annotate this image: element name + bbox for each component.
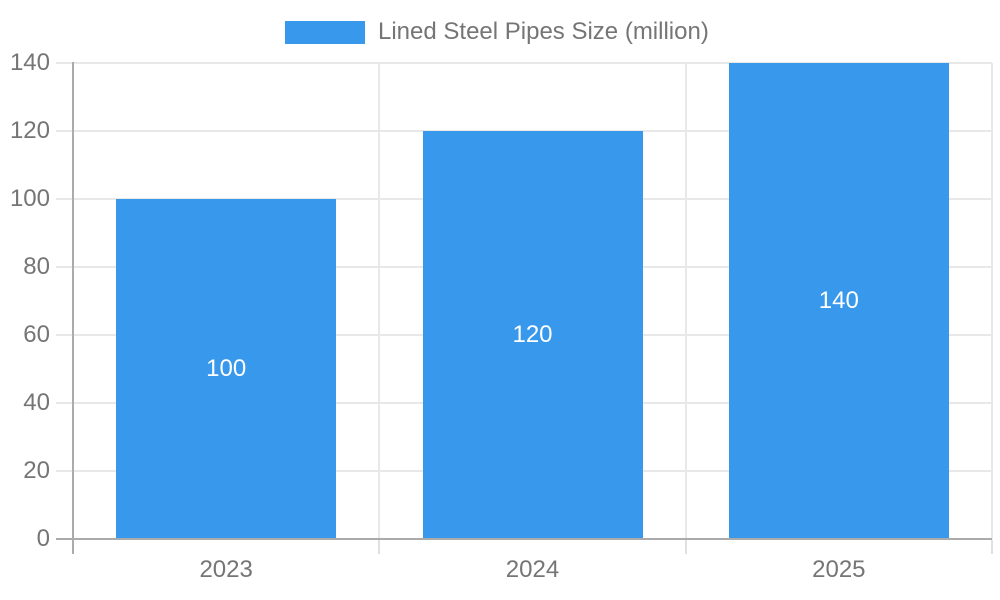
y-axis-label: 20 (23, 457, 50, 484)
legend-label: Lined Steel Pipes Size (million) (378, 18, 709, 45)
y-axis-label: 100 (9, 185, 50, 212)
x-axis-line (56, 538, 992, 540)
x-axis-label: 2024 (505, 556, 560, 583)
gridline-vertical (378, 63, 381, 539)
x-axis-tick (684, 540, 687, 554)
y-axis-line (72, 62, 74, 554)
x-axis-tick (378, 540, 381, 554)
y-axis-label: 120 (9, 117, 50, 144)
x-axis-label: 2025 (812, 556, 866, 583)
y-axis-label: 0 (36, 525, 50, 552)
y-axis-label: 40 (23, 389, 50, 416)
bar-value-label: 100 (206, 355, 247, 382)
bar-2024[interactable] (422, 131, 643, 539)
legend[interactable]: Lined Steel Pipes Size (million) (285, 20, 709, 44)
x-axis-tick (991, 540, 993, 554)
gridline-horizontal (56, 62, 992, 64)
gridline-vertical (991, 63, 993, 539)
x-axis-label: 2023 (199, 556, 253, 583)
bar-2025[interactable] (728, 63, 949, 539)
bar-2023[interactable] (116, 199, 337, 539)
legend-swatch (285, 20, 365, 44)
bar-value-label: 120 (512, 321, 553, 348)
y-axis-label: 60 (23, 321, 50, 348)
y-axis-label: 80 (23, 253, 50, 280)
y-axis-label: 140 (9, 49, 50, 76)
gridline-vertical (684, 63, 687, 539)
bar-value-label: 140 (818, 287, 859, 314)
